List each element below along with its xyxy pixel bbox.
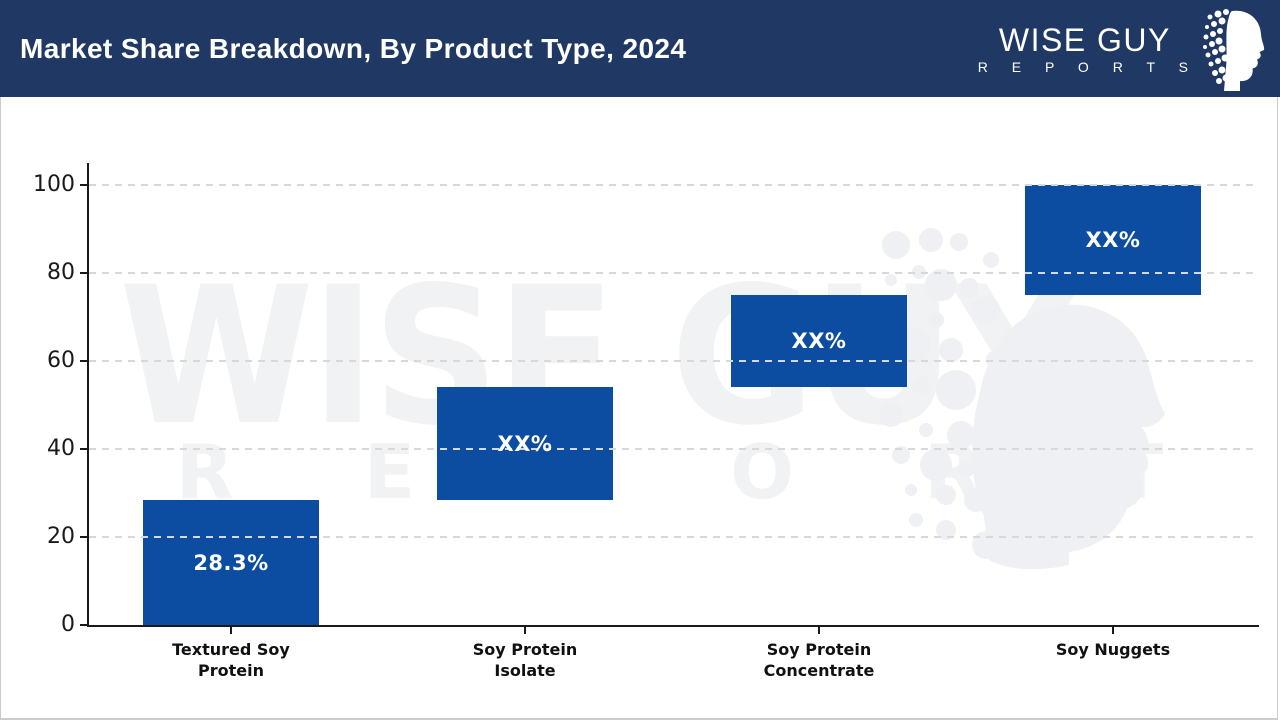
bar-soy-protein-concentrate <box>731 295 907 388</box>
bar-value-label-soy-protein-isolate: XX% <box>497 431 553 456</box>
gridline-100 <box>89 184 1259 186</box>
bar-soy-nuggets <box>1025 185 1201 295</box>
bar-value-label-textured-soy-protein: 28.3% <box>193 550 269 575</box>
x-tick-mark <box>230 627 232 634</box>
bar-textured-soy-protein <box>143 500 319 625</box>
category-label-soy-nuggets: Soy Nuggets <box>993 639 1233 660</box>
y-tick-mark <box>80 624 89 626</box>
layer-axes: Textured Soy Protein Soy Protein Isolate Soy… <box>1 97 1279 718</box>
y-tick-label-100: 100 <box>33 172 75 197</box>
y-tick-label-20: 20 <box>47 524 75 549</box>
layer-labels: 28.3% XX% XX% XX% <box>1 97 1279 718</box>
category-label-soy-protein-isolate: Soy Protein Isolate <box>405 639 645 681</box>
gridline-60 <box>89 360 1259 362</box>
wiseguy-logo: WISE GUY R E P O R T S <box>972 7 1266 91</box>
category-label-line: Protein <box>198 661 264 680</box>
logo-face-icon <box>1203 8 1265 91</box>
category-label-line: Soy Nuggets <box>1055 640 1171 659</box>
category-label-line: Concentrate <box>763 661 875 680</box>
category-label-line: Textured Soy <box>172 640 290 659</box>
gridline-20 <box>89 536 1259 538</box>
category-label-line: Isolate <box>494 661 556 680</box>
gridline-40 <box>89 448 1259 450</box>
category-label-line: Soy Protein <box>766 640 872 659</box>
y-tick-mark <box>80 536 89 538</box>
y-tick-label-0: 0 <box>61 612 75 637</box>
y-tick-mark <box>80 448 89 450</box>
y-tick-mark <box>80 360 89 362</box>
x-tick-mark <box>1112 627 1114 634</box>
layer-bars <box>1 97 1279 718</box>
bar-value-label-soy-nuggets: XX% <box>1085 228 1141 252</box>
x-tick-mark <box>818 627 820 634</box>
header: Market Share Breakdown, By Product Type,… <box>0 0 1280 97</box>
category-label-line: Soy Protein <box>472 640 578 659</box>
y-tick-mark <box>80 184 89 186</box>
plot: 28.3% XX% XX% XX% Textured Soy Protein Soy Pro… <box>1 97 1279 718</box>
gridline-80 <box>89 272 1259 274</box>
page-title: Market Share Breakdown, By Product Type,… <box>20 32 687 64</box>
logo-subtitle: R E P O R T S <box>977 58 1198 75</box>
x-axis-line <box>87 625 1259 627</box>
bar-value-label-soy-protein-concentrate: XX% <box>791 329 847 354</box>
category-label-textured-soy-protein: Textured Soy Protein <box>111 639 351 681</box>
chart-area: WISE GUY R E P O R T S 28.3% XX% XX% XX% Tex… <box>0 97 1280 720</box>
y-tick-label-60: 60 <box>47 348 75 373</box>
y-tick-label-40: 40 <box>47 436 75 461</box>
layer-grid <box>1 97 1279 718</box>
y-tick-mark <box>80 272 89 274</box>
y-axis-line <box>87 163 89 627</box>
bar-soy-protein-isolate <box>437 387 613 501</box>
x-tick-mark <box>524 627 526 634</box>
logo-name: WISE GUY <box>998 21 1171 58</box>
logo-text: WISE GUY R E P O R T S <box>972 24 1198 74</box>
y-tick-label-80: 80 <box>47 260 75 285</box>
category-label-soy-protein-concentrate: Soy Protein Concentrate <box>699 639 939 681</box>
